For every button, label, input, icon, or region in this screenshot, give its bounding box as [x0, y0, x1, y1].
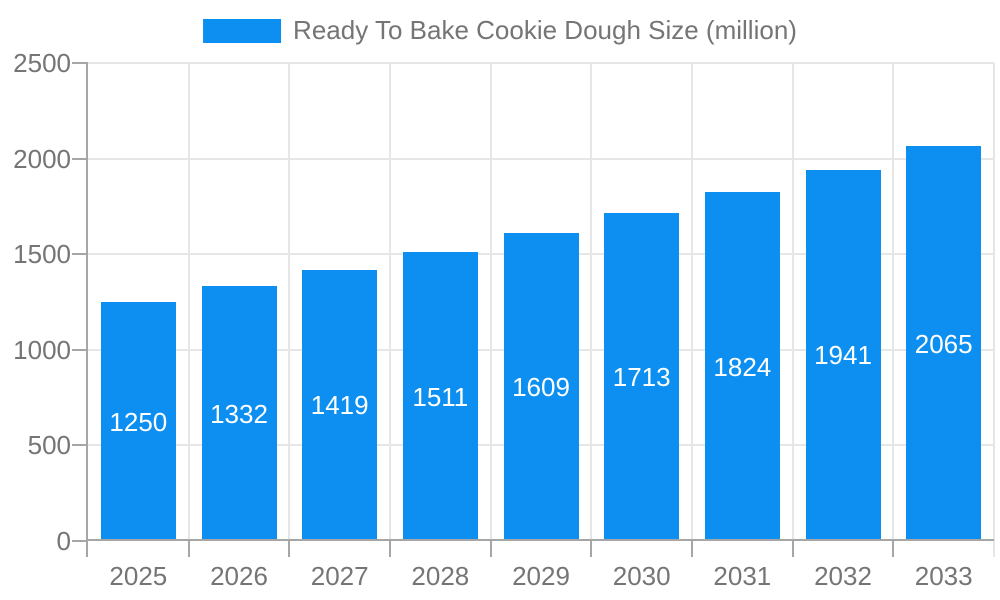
bar-value-label: 2065	[914, 328, 973, 359]
bar-value-label: 1511	[412, 381, 469, 412]
x-axis-tick-label: 2025	[109, 561, 168, 591]
y-axis-tick-label: 2000	[13, 143, 71, 174]
x-axis-tick-label: 2028	[411, 561, 470, 591]
x-axis-tick-label: 2027	[310, 561, 369, 591]
bar-value-label: 1941	[814, 340, 872, 371]
x-axis-tick	[691, 541, 693, 557]
x-axis-tick	[389, 541, 391, 557]
x-axis-tick	[288, 541, 291, 557]
y-axis-tick-label: 1000	[13, 334, 71, 365]
gridline-horizontal	[88, 157, 994, 160]
x-axis-tick-label: 2029	[512, 561, 570, 591]
y-axis-tick	[72, 62, 88, 64]
bar[interactable]	[402, 252, 478, 541]
bar[interactable]	[302, 269, 378, 541]
y-axis-tick-label: 2500	[13, 48, 71, 78]
bar-value-label: 1250	[109, 406, 168, 437]
bar-value-label: 1332	[210, 398, 268, 429]
y-axis-tick	[72, 540, 88, 542]
bar-value-label: 1713	[612, 362, 671, 393]
gridline-vertical	[590, 63, 593, 541]
x-axis-tick	[791, 541, 794, 557]
y-axis-line	[86, 63, 88, 557]
x-axis-tick-label: 2026	[210, 561, 268, 591]
y-axis-tick-label: 500	[27, 430, 71, 461]
gridline-vertical	[288, 63, 291, 541]
x-axis-tick	[590, 541, 593, 557]
gridline-vertical	[993, 63, 995, 557]
x-axis-tick-label: 2031	[713, 561, 772, 591]
bar[interactable]	[503, 233, 579, 541]
bar[interactable]	[805, 169, 881, 541]
x-axis-tick	[892, 541, 895, 557]
bar[interactable]	[704, 192, 780, 541]
bar-value-label: 1419	[310, 390, 369, 421]
bar[interactable]	[100, 302, 176, 541]
bar-value-label: 1609	[512, 372, 570, 403]
y-axis-tick	[72, 253, 88, 256]
gridline-vertical	[691, 63, 693, 541]
bar[interactable]	[201, 286, 277, 541]
x-axis-tick-label: 2032	[814, 561, 872, 591]
x-axis-line	[86, 539, 994, 541]
x-axis-tick	[489, 541, 492, 557]
bar[interactable]	[906, 146, 982, 541]
x-axis-tick-label: 2033	[914, 561, 973, 591]
gridline-vertical	[389, 63, 391, 541]
bar[interactable]	[604, 213, 680, 541]
y-axis-tick	[72, 444, 88, 447]
y-axis-tick-label: 0	[56, 526, 71, 556]
bar-value-label: 1824	[713, 351, 772, 382]
legend-swatch	[203, 18, 282, 43]
x-axis-tick	[187, 541, 190, 557]
y-axis-tick-label: 1500	[13, 239, 71, 270]
legend-label: Ready To Bake Cookie Dough Size (million…	[293, 15, 797, 45]
y-axis-tick	[72, 157, 88, 160]
gridline-horizontal	[88, 62, 994, 64]
gridline-vertical	[489, 63, 492, 541]
y-axis-tick	[72, 348, 88, 351]
x-axis-tick-label: 2030	[612, 561, 671, 591]
gridline-vertical	[791, 63, 794, 541]
gridline-vertical	[187, 63, 190, 541]
legend[interactable]: Ready To Bake Cookie Dough Size (million…	[203, 15, 797, 46]
gridline-vertical	[892, 63, 895, 541]
